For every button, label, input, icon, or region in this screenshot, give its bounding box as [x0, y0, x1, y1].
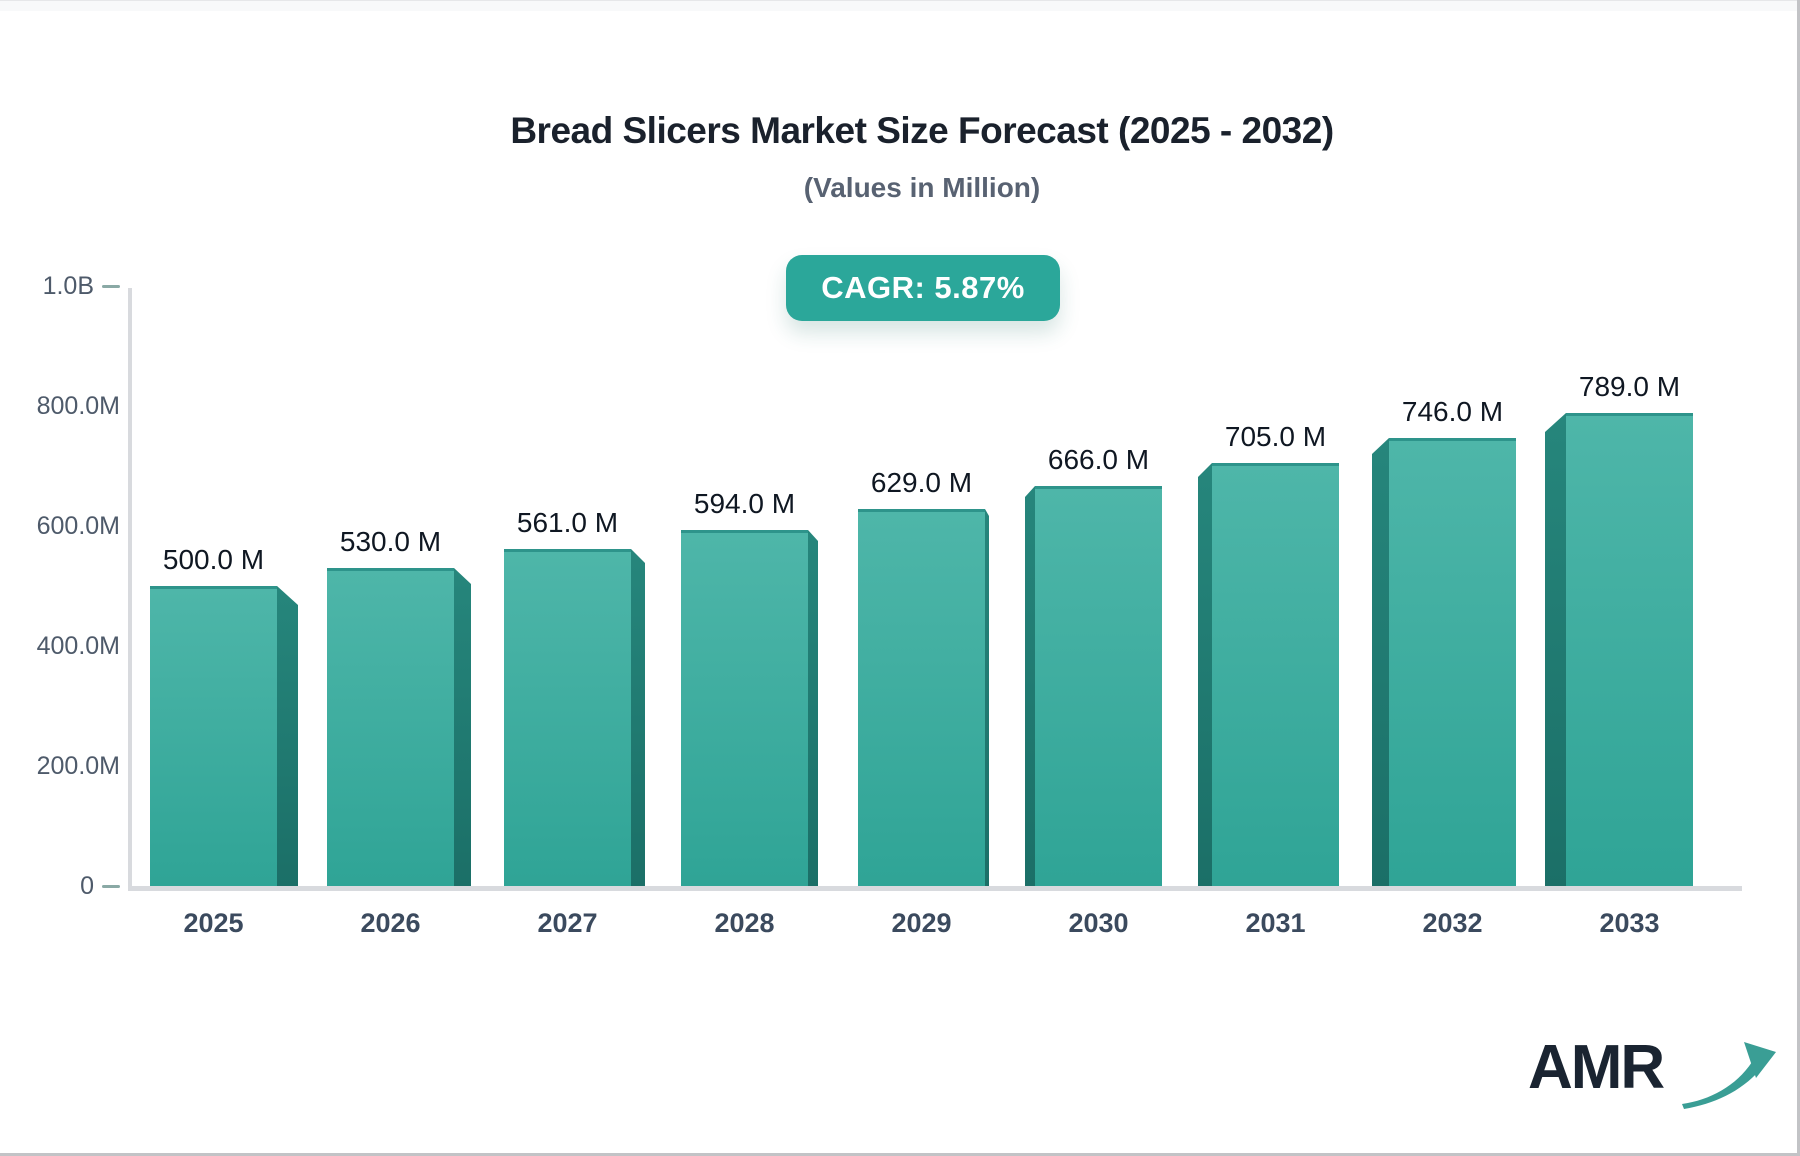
x-tick-2031: 2031 — [1245, 908, 1306, 938]
y-tick-label: 400.0M — [36, 631, 120, 660]
x-tick-2027: 2027 — [537, 908, 598, 938]
y-tick-label: 600.0M — [36, 511, 120, 540]
y-tick-1.0B: 1.0B — [0, 271, 120, 301]
bar-value-2033: 789.0 M — [1578, 371, 1681, 402]
bar-side-2026 — [454, 568, 471, 886]
bar-2030 — [1035, 486, 1162, 886]
y-tick-400.0M: 400.0M — [0, 631, 120, 661]
bar-2032 — [1389, 438, 1516, 886]
bar-side-2033 — [1545, 413, 1566, 886]
bar-side-2031 — [1198, 463, 1212, 886]
amr-logo-text: AMR — [1528, 1033, 1665, 1102]
chart-subtitle: (Values in Million) — [803, 172, 1041, 203]
bar-value-2027: 561.0 M — [516, 507, 619, 538]
y-tick-label: 0 — [80, 871, 94, 900]
bar-side-2030 — [1025, 486, 1035, 886]
y-tick-label: 800.0M — [36, 391, 120, 420]
bar-value-2028: 594.0 M — [693, 488, 796, 519]
trend-arrow-icon — [1682, 1042, 1776, 1109]
y-axis-line — [128, 288, 132, 886]
chart-title: Bread Slicers Market Size Forecast (2025… — [510, 110, 1334, 151]
bar-2026 — [327, 568, 454, 886]
bar-side-2027 — [631, 549, 645, 886]
y-tick-200.0M: 200.0M — [0, 751, 120, 781]
bar-side-2028 — [808, 530, 818, 886]
x-tick-2029: 2029 — [891, 908, 952, 938]
x-tick-2033: 2033 — [1599, 908, 1660, 938]
window-top-edge — [0, 0, 1797, 11]
bar-value-2025: 500.0 M — [162, 544, 265, 575]
y-tick-label: 200.0M — [36, 751, 120, 780]
bar-2031 — [1212, 463, 1339, 886]
y-tick-dash — [102, 284, 120, 288]
bar-value-2029: 629.0 M — [870, 467, 973, 498]
cagr-badge-label: CAGR: 5.87% — [821, 270, 1025, 305]
amr-logo: AMR — [1528, 1032, 1776, 1122]
bar-2025 — [150, 586, 277, 886]
y-tick-800.0M: 800.0M — [0, 391, 120, 421]
x-tick-2030: 2030 — [1068, 908, 1129, 938]
bar-value-2032: 746.0 M — [1401, 396, 1504, 427]
bar-value-2026: 530.0 M — [339, 526, 442, 557]
bar-value-2030: 666.0 M — [1047, 444, 1150, 475]
y-tick-600.0M: 600.0M — [0, 511, 120, 541]
x-tick-2025: 2025 — [183, 908, 244, 938]
bar-value-2031: 705.0 M — [1224, 421, 1327, 452]
bar-2033 — [1566, 413, 1693, 886]
bar-side-2029 — [985, 509, 989, 886]
y-tick-0: 0 — [0, 871, 120, 901]
y-tick-dash — [102, 884, 120, 888]
bar-2027 — [504, 549, 631, 886]
bar-2029 — [858, 509, 985, 886]
cagr-badge: CAGR: 5.87% — [786, 255, 1060, 321]
bar-side-2025 — [277, 586, 298, 886]
x-axis-line — [128, 886, 1742, 891]
bar-side-2032 — [1372, 438, 1389, 886]
bar-2028 — [681, 530, 808, 886]
x-tick-2026: 2026 — [360, 908, 421, 938]
x-tick-2032: 2032 — [1422, 908, 1483, 938]
y-tick-label: 1.0B — [42, 271, 94, 300]
x-tick-2028: 2028 — [714, 908, 775, 938]
